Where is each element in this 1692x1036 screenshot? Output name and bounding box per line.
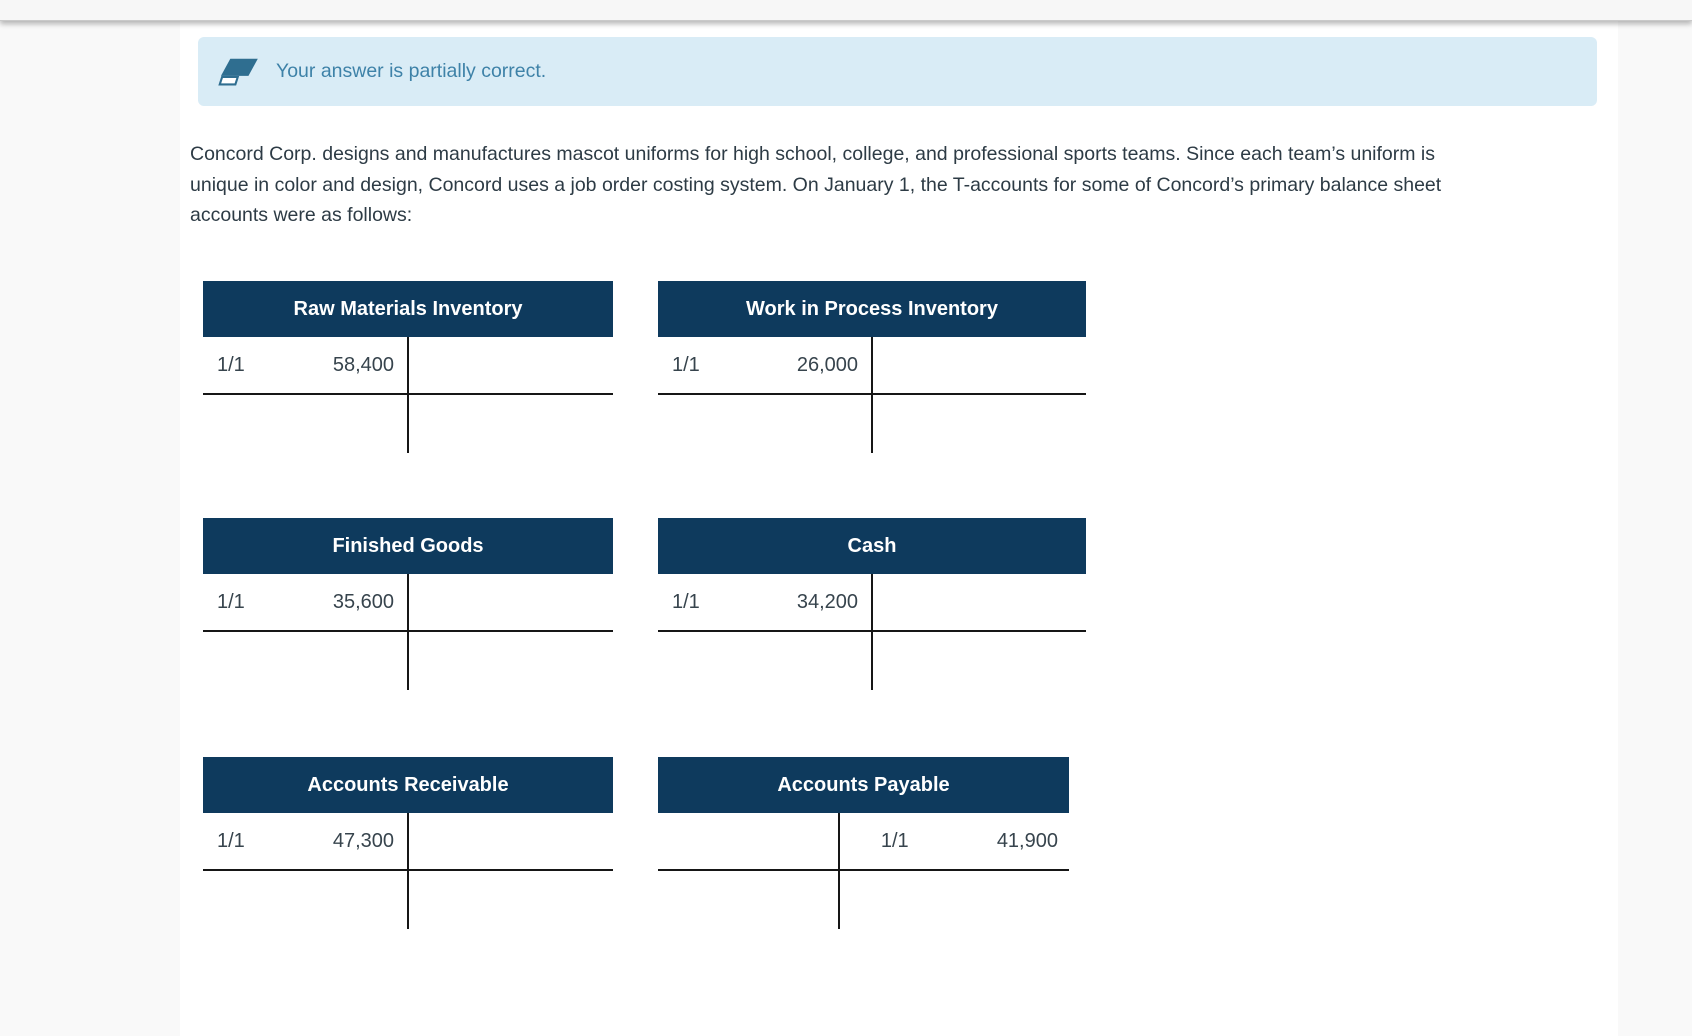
t-account-title: Cash [658, 518, 1086, 574]
entry-date: 1/1 [672, 590, 700, 613]
t-account-work-in-process-inventory: Work in Process Inventory 1/1 26,000 [658, 281, 1086, 453]
debit-cell [658, 813, 839, 869]
debit-cell: 1/1 35,600 [203, 574, 408, 630]
debit-cell: 1/1 34,200 [658, 574, 872, 630]
entry-date: 1/1 [672, 353, 700, 376]
credit-cell [872, 337, 1086, 393]
t-account-raw-materials-inventory: Raw Materials Inventory 1/1 58,400 [203, 281, 613, 453]
entry-amount: 26,000 [796, 353, 858, 376]
t-account-body: 1/1 34,200 [658, 574, 1086, 690]
credit-cell [408, 574, 613, 630]
t-account-body: 1/1 35,600 [203, 574, 613, 690]
entry-date: 1/1 [217, 590, 245, 613]
t-account-divider-line [871, 337, 873, 453]
t-account-accounts-payable: Accounts Payable 1/1 41,900 [658, 757, 1069, 929]
t-account-cash: Cash 1/1 34,200 [658, 518, 1086, 690]
t-account-title: Raw Materials Inventory [203, 281, 613, 337]
t-account-body: 1/1 47,300 [203, 813, 613, 929]
credit-cell: 1/1 41,900 [839, 813, 1069, 869]
t-account-tail [658, 871, 1069, 929]
entry-date: 1/1 [880, 829, 909, 852]
debit-cell: 1/1 26,000 [658, 337, 872, 393]
eraser-icon [216, 55, 260, 89]
t-account-body: 1/1 26,000 [658, 337, 1086, 453]
t-account-title: Work in Process Inventory [658, 281, 1086, 337]
question-panel: Your answer is partially correct. Concor… [180, 21, 1618, 1036]
entry-amount: 34,200 [796, 590, 858, 613]
debit-cell: 1/1 47,300 [203, 813, 408, 869]
entry-date: 1/1 [217, 353, 245, 376]
entry-date: 1/1 [217, 829, 245, 852]
top-bar [0, 0, 1692, 21]
feedback-text: Your answer is partially correct. [276, 60, 547, 82]
entry-amount: 41,900 [996, 829, 1058, 852]
debit-cell: 1/1 58,400 [203, 337, 408, 393]
t-account-title: Finished Goods [203, 518, 613, 574]
t-account-divider-line [407, 337, 409, 453]
t-account-finished-goods: Finished Goods 1/1 35,600 [203, 518, 613, 690]
t-account-divider-line [837, 813, 840, 929]
credit-cell [408, 337, 613, 393]
t-account-divider-line [407, 574, 409, 690]
t-account-accounts-receivable: Accounts Receivable 1/1 47,300 [203, 757, 613, 929]
entry-amount: 35,600 [332, 590, 394, 613]
t-account-divider-line [871, 574, 873, 690]
credit-cell [408, 813, 613, 869]
t-account-divider-line [407, 813, 409, 929]
entry-amount: 47,300 [332, 829, 394, 852]
credit-cell [872, 574, 1086, 630]
t-account-body: 1/1 58,400 [203, 337, 613, 453]
t-account-title: Accounts Receivable [203, 757, 613, 813]
t-account-entry-row: 1/1 41,900 [658, 813, 1069, 871]
entry-amount: 58,400 [332, 353, 394, 376]
t-account-title: Accounts Payable [658, 757, 1069, 813]
feedback-banner: Your answer is partially correct. [198, 37, 1597, 106]
problem-statement: Concord Corp. designs and manufactures m… [190, 143, 1442, 226]
t-account-body: 1/1 41,900 [658, 813, 1069, 929]
